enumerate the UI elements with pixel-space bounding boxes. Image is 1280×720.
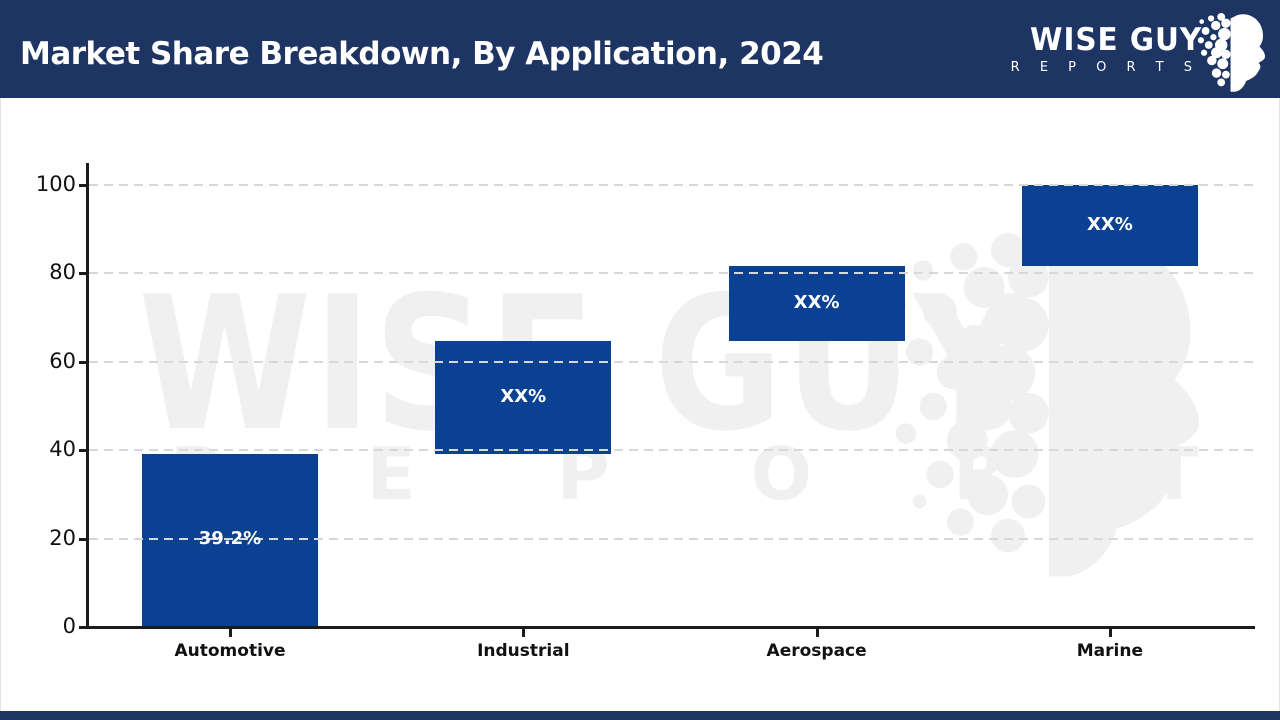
bar-aerospace — [728, 266, 905, 342]
y-tick-60 — [79, 360, 88, 364]
gridline-100 — [89, 184, 1253, 186]
header-bar: Market Share Breakdown, By Application, … — [0, 0, 1280, 98]
bar-label-industrial: XX% — [500, 385, 547, 407]
gridline-20 — [89, 537, 1253, 540]
gridline-80 — [89, 272, 1253, 275]
y-tick-100 — [79, 184, 88, 187]
category-label-aerospace: Aerospace — [766, 641, 867, 661]
y-tick-label-60: 60 — [49, 348, 76, 373]
x-tick-aerospace — [815, 629, 819, 637]
x-tick-industrial — [522, 629, 526, 637]
page-title: Market Share Breakdown, By Application, … — [20, 36, 824, 72]
brand-head-profile-icon — [1194, 13, 1266, 92]
y-tick-label-0: 0 — [62, 614, 76, 638]
watermark-head-profile-icon — [885, 233, 1199, 577]
bar-label-marine: XX% — [1086, 213, 1133, 235]
bar-marine — [1021, 185, 1198, 267]
x-tick-automotive — [229, 629, 232, 637]
x-tick-marine — [1108, 629, 1112, 637]
brand-wordmark-reports: R E P O R T S — [1010, 60, 1200, 75]
category-label-automotive: Automotive — [174, 641, 286, 661]
y-axis — [86, 163, 89, 629]
y-tick-label-40: 40 — [49, 437, 76, 462]
y-tick-label-100: 100 — [35, 172, 76, 196]
bar-automotive — [142, 453, 318, 627]
category-label-marine: Marine — [1076, 641, 1143, 661]
bar-label-aerospace: XX% — [793, 291, 840, 313]
y-tick-label-80: 80 — [49, 260, 76, 285]
y-tick-80 — [79, 272, 88, 276]
gridline-60 — [89, 360, 1253, 363]
x-axis — [86, 626, 1255, 629]
bar-label-automotive: 39.2% — [198, 528, 262, 550]
footer-bar — [0, 711, 1280, 720]
brand-logo: WISE GUY R E P O R T S — [1011, 6, 1270, 94]
y-tick-label-20: 20 — [49, 525, 76, 550]
gridline-40 — [89, 449, 1253, 452]
y-tick-20 — [79, 537, 88, 541]
bar-industrial — [435, 341, 612, 454]
y-tick-40 — [79, 449, 88, 453]
category-label-industrial: Industrial — [477, 641, 570, 661]
brand-wordmark: WISE GUY — [1029, 22, 1202, 58]
y-tick-0 — [79, 626, 88, 629]
